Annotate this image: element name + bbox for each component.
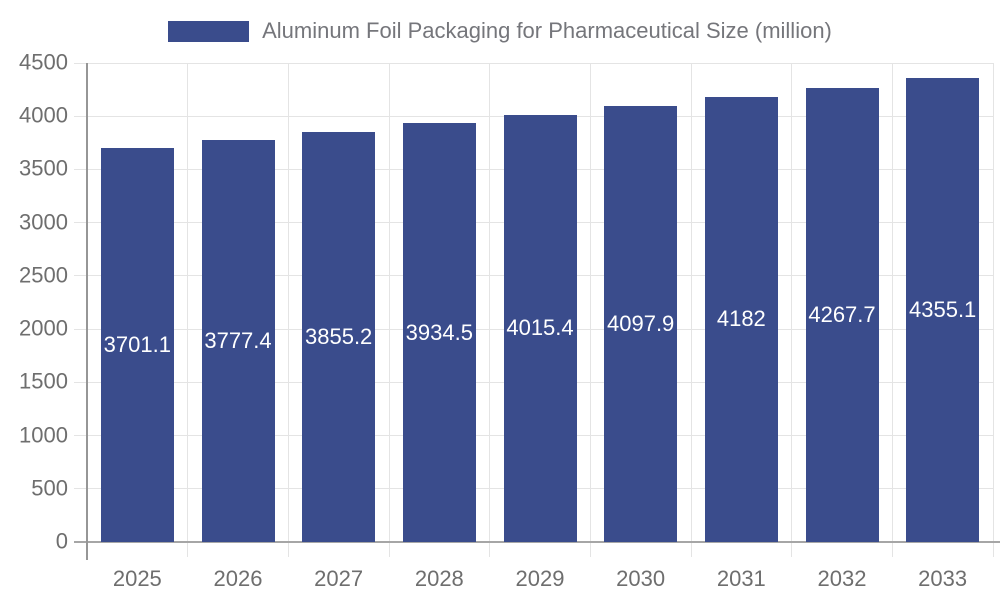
y-tick-label: 4000 — [19, 102, 68, 128]
v-gridline — [690, 63, 692, 557]
x-tick-label: 2027 — [314, 566, 364, 591]
v-gridline — [187, 63, 189, 557]
v-gridline — [287, 63, 289, 557]
y-tick-label: 500 — [31, 475, 68, 501]
bar-2030[interactable] — [604, 105, 678, 542]
y-tick-label: 2000 — [19, 315, 68, 341]
x-tick-label: 2026 — [213, 566, 263, 591]
v-gridline — [992, 63, 994, 557]
bar-2027[interactable] — [302, 131, 376, 542]
x-tick-label: 2028 — [414, 566, 464, 591]
v-gridline — [388, 63, 390, 557]
x-tick-label: 2030 — [616, 566, 666, 591]
y-tick-label: 3000 — [19, 209, 68, 235]
v-gridline — [489, 63, 491, 557]
h-gridline — [74, 62, 993, 64]
legend-label[interactable]: Aluminum Foil Packaging for Pharmaceutic… — [262, 18, 832, 43]
bar-2025[interactable] — [100, 148, 174, 542]
v-gridline — [891, 63, 893, 557]
bar-2033[interactable] — [906, 78, 980, 542]
y-tick-label: 1000 — [19, 422, 68, 448]
bar-2026[interactable] — [201, 139, 275, 542]
x-tick-label: 2032 — [817, 566, 867, 591]
x-axis-line — [74, 541, 1000, 543]
v-gridline — [589, 63, 591, 557]
v-gridline — [791, 63, 793, 557]
bar-2031[interactable] — [704, 96, 778, 542]
x-tick-label: 2025 — [112, 566, 162, 591]
y-axis-line — [86, 63, 88, 560]
legend-swatch[interactable] — [168, 20, 250, 42]
x-tick-label: 2029 — [515, 566, 565, 591]
legend[interactable]: Aluminum Foil Packaging for Pharmaceutic… — [0, 18, 1000, 44]
bar-2029[interactable] — [503, 114, 577, 542]
y-tick-label: 0 — [55, 528, 68, 554]
x-tick-label: 2033 — [918, 566, 968, 591]
x-tick-label: 2031 — [716, 566, 766, 591]
y-tick-label: 4500 — [19, 49, 68, 75]
bar-2032[interactable] — [805, 87, 879, 542]
y-tick-label: 1500 — [19, 368, 68, 394]
y-tick-label: 3500 — [19, 155, 68, 181]
bar-2028[interactable] — [402, 123, 476, 542]
y-tick-label: 2500 — [19, 262, 68, 288]
